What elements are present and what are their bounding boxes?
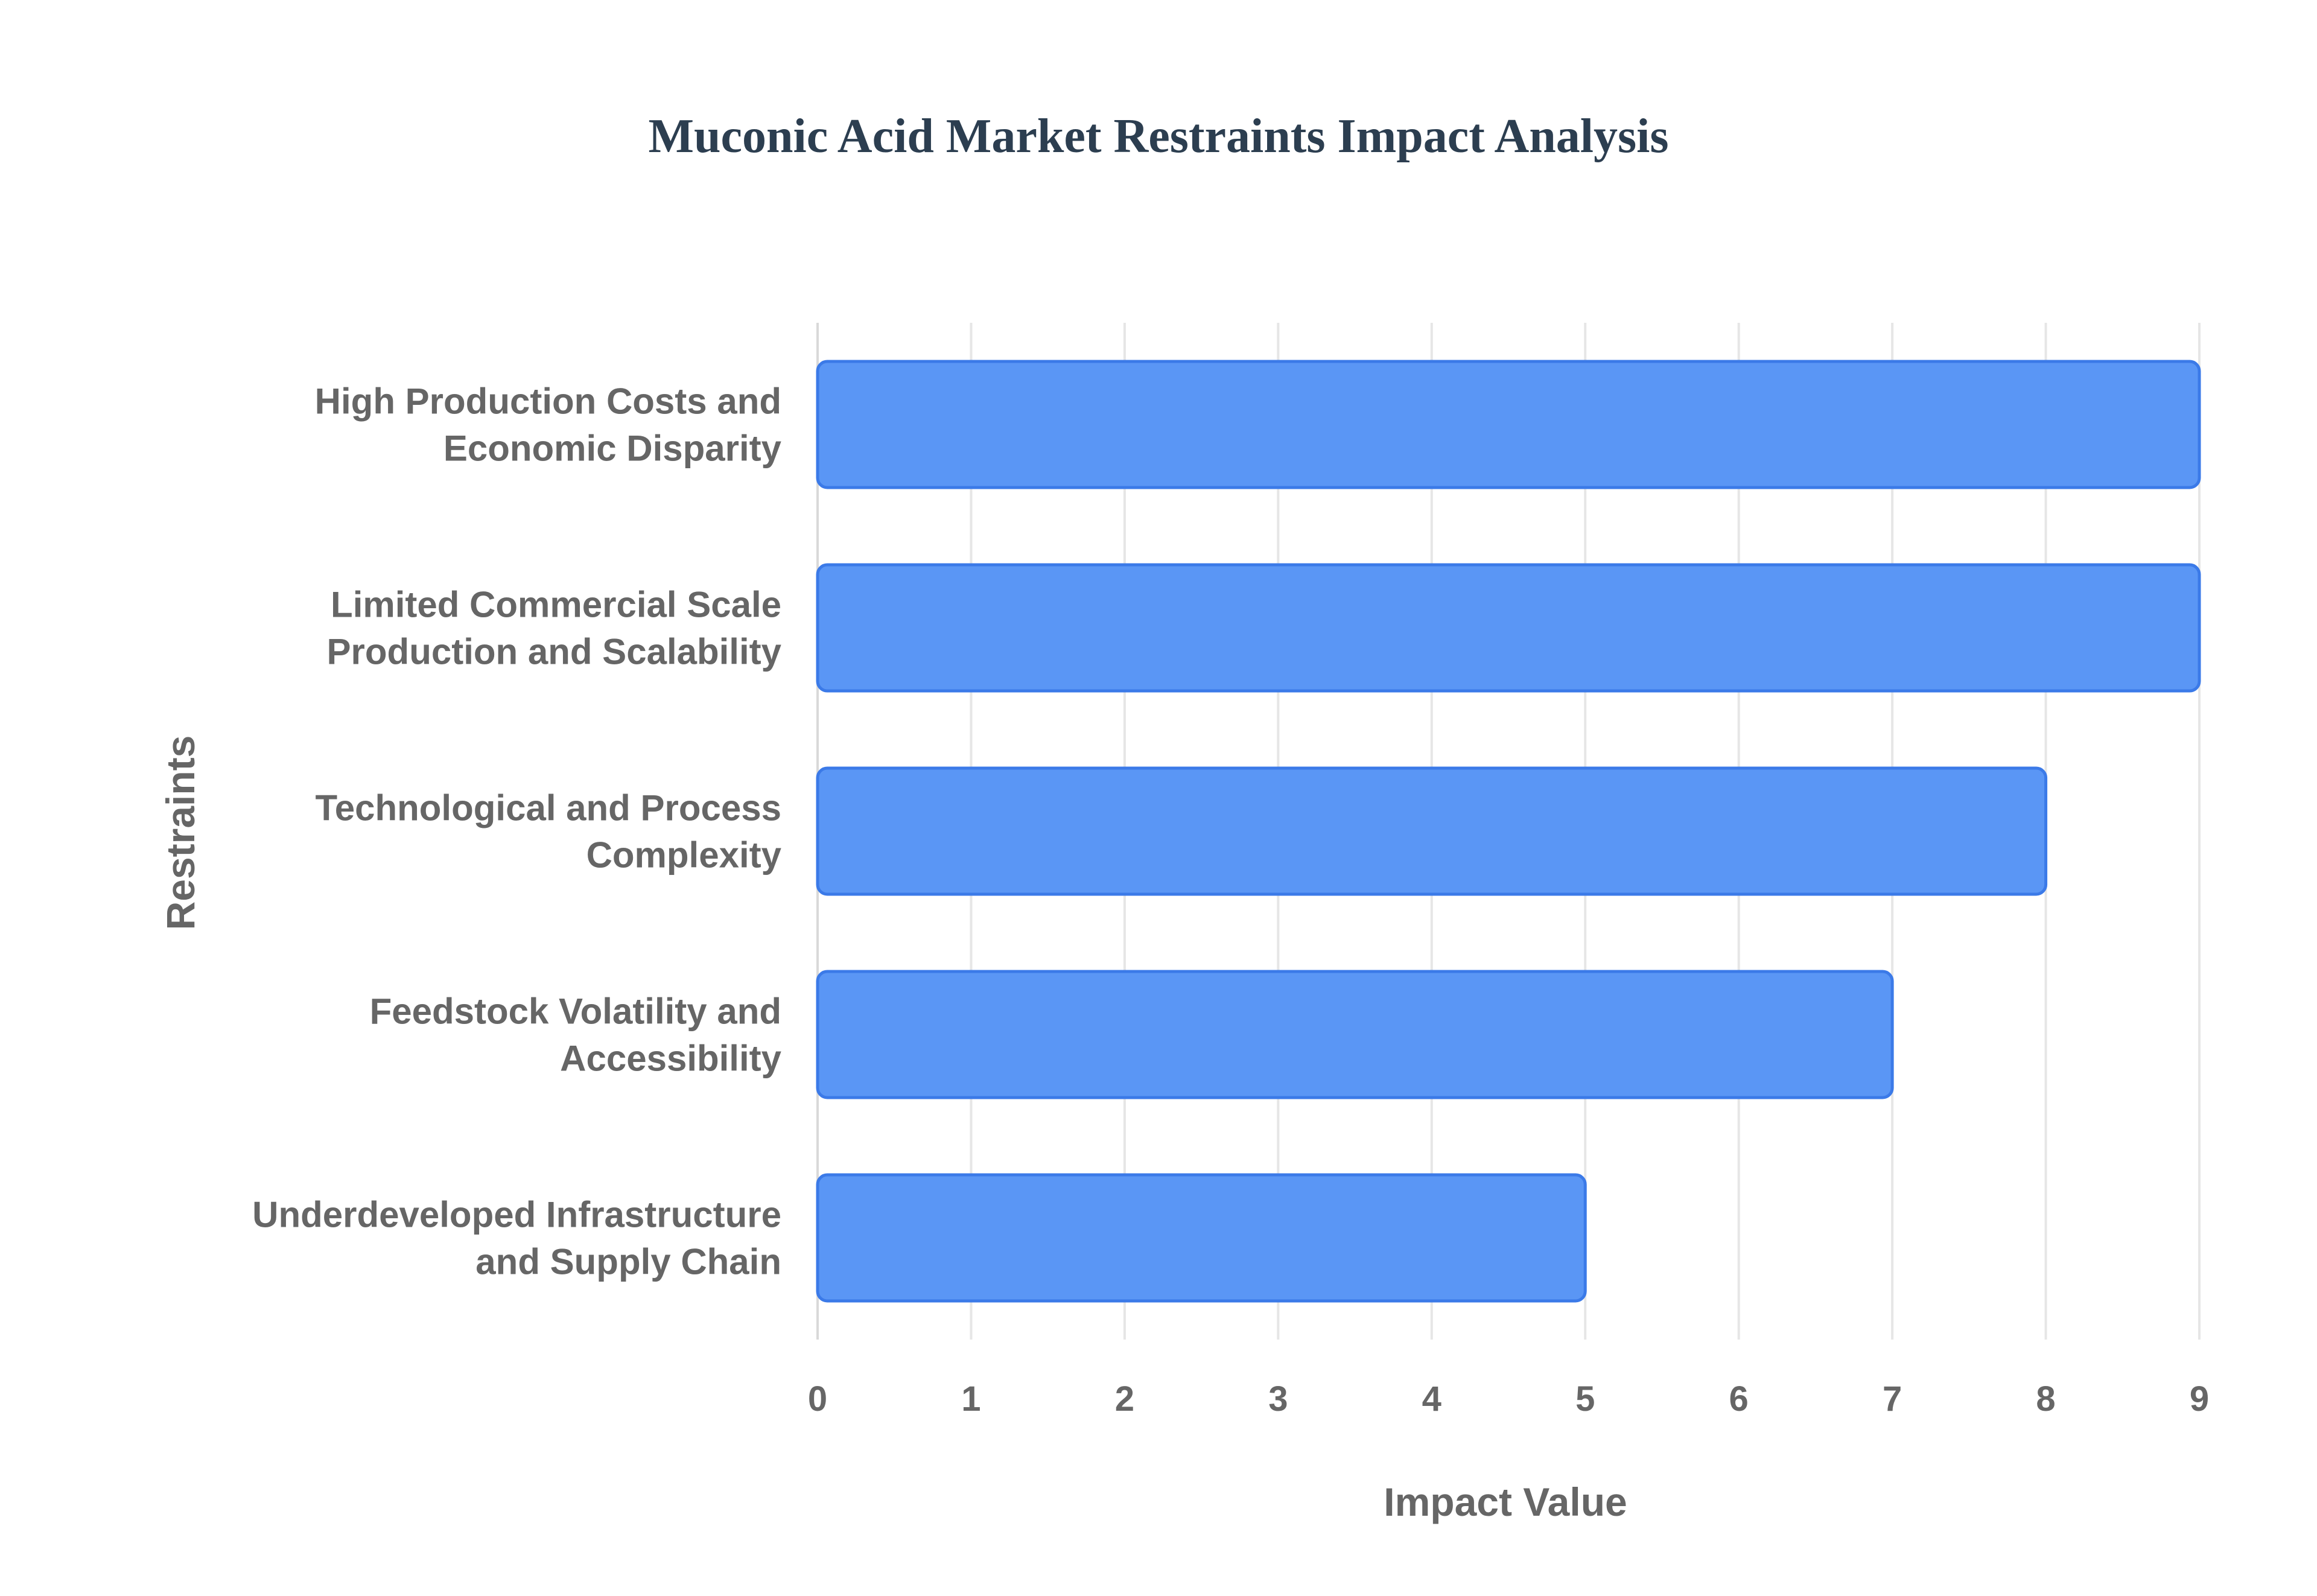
bar <box>816 563 2201 693</box>
x-tick-label: 4 <box>1422 1379 1441 1419</box>
category-label: Limited Commercial Scale Production and S… <box>327 585 782 672</box>
x-tick-label: 7 <box>1883 1379 1902 1419</box>
bar <box>816 970 1894 1099</box>
category-label: Technological and Process Complexity <box>316 788 782 876</box>
x-tick-label: 8 <box>2036 1379 2055 1419</box>
x-axis-title: Impact Value <box>1384 1480 1627 1524</box>
category-labels: High Production Costs and Economic Dispar… <box>252 381 781 1282</box>
bar <box>816 766 2048 896</box>
category-label: Underdeveloped Infrastructure and Supply … <box>252 1195 781 1282</box>
x-tick-label: 5 <box>1575 1379 1595 1419</box>
x-tick-label: 6 <box>1729 1379 1749 1419</box>
x-tick-label: 1 <box>961 1379 981 1419</box>
x-tick-label: 9 <box>2190 1379 2209 1419</box>
bar <box>816 360 2201 489</box>
chart-title: Muconic Acid Market Restraints Impact An… <box>648 110 1668 163</box>
x-tick-label: 0 <box>808 1379 827 1419</box>
category-label: Feedstock Volatility and Accessibility <box>370 991 782 1079</box>
x-tick-label: 3 <box>1268 1379 1288 1419</box>
category-label: High Production Costs and Economic Dispar… <box>315 381 782 469</box>
x-tick-labels: 0 1 2 3 4 5 6 7 8 9 <box>808 1379 2209 1419</box>
y-axis-title: Restraints <box>158 736 203 930</box>
x-tick-label: 2 <box>1115 1379 1134 1419</box>
bars <box>816 360 2201 1303</box>
bar <box>816 1173 1587 1303</box>
